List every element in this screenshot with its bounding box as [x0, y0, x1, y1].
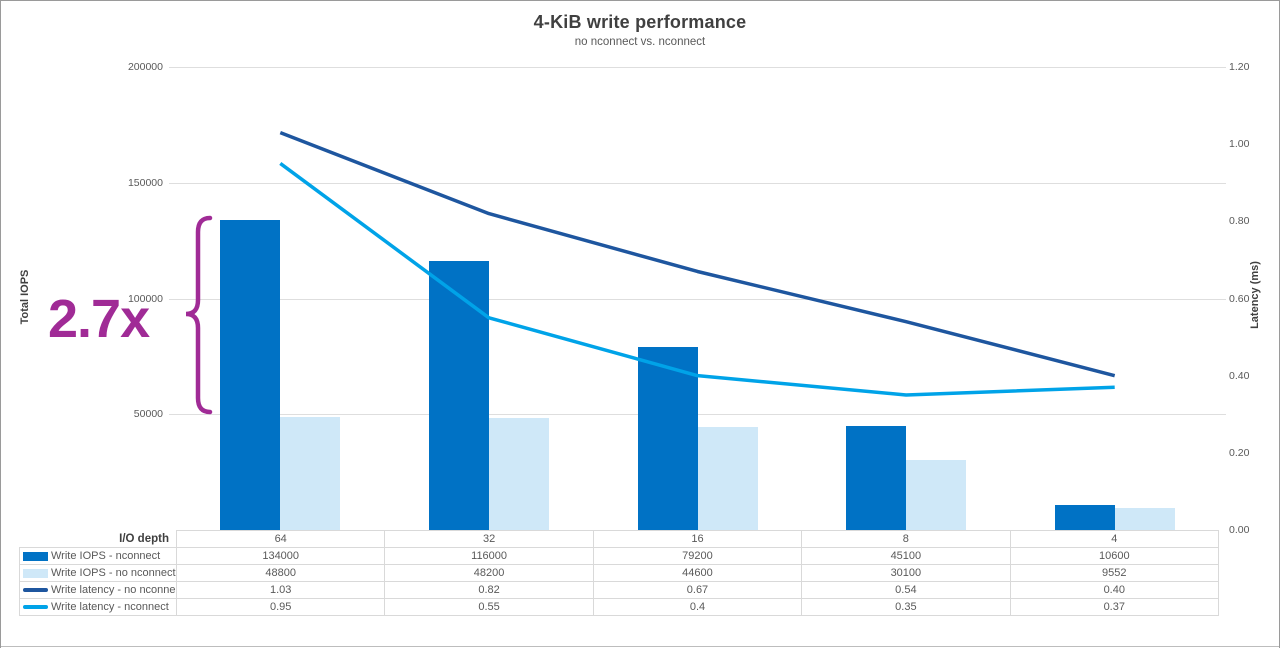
x-axis-title: I/O depth: [119, 532, 169, 545]
value-cell: 1.03: [175, 581, 386, 599]
right-axis-tick: 0.80: [1229, 215, 1250, 228]
value-cell: 0.37: [1009, 598, 1220, 616]
line-swatch-icon: [23, 588, 48, 592]
right-axis-tick: 0.60: [1229, 292, 1250, 305]
legend-cell: Write latency - no nconnect: [19, 581, 177, 599]
value-cell: 9552: [1009, 564, 1220, 582]
right-axis-tick: 1.20: [1229, 61, 1250, 73]
value-cell: 0.4: [592, 598, 803, 616]
series-name: Write latency - nconnect: [51, 601, 169, 613]
category-label: 4: [1009, 530, 1220, 548]
category-label: 64: [175, 530, 386, 548]
bar-nconnect: [846, 425, 907, 530]
bar-no-nconnect: [1114, 507, 1175, 530]
chart-title: 4-KiB write performance: [533, 12, 747, 32]
left-axis-tick: 200000: [127, 61, 163, 73]
chart-subtitle: no nconnect vs. nconnect: [574, 36, 706, 48]
bar-swatch-icon: [23, 551, 48, 561]
value-cell: 0.67: [592, 581, 803, 599]
value-cell: 0.35: [801, 598, 1011, 616]
bottom-frame-line: [1, 646, 1279, 647]
latency-lines: [279, 130, 1116, 397]
value-cell: 48800: [175, 564, 386, 582]
line-series: [279, 130, 1116, 378]
value-cell: 116000: [384, 547, 594, 565]
bar-no-nconnect: [697, 426, 758, 530]
value-cell: 44600: [592, 564, 803, 582]
value-cell: 0.55: [384, 598, 594, 616]
table-row-io-depth: I/O depth 64 32 16 8 4: [20, 530, 1220, 548]
series-name: Write IOPS - no nconnect: [51, 567, 176, 579]
value-cell: 79200: [592, 547, 803, 565]
bar-no-nconnect: [906, 460, 967, 530]
right-axis-tick: 0.00: [1229, 524, 1250, 536]
right-axis-tick: 0.20: [1229, 446, 1250, 459]
table-row: Write IOPS - nconnect 134000 116000 79200 45…: [19, 547, 1220, 565]
legend-cell: Write latency - nconnect: [19, 598, 177, 616]
value-cell: 48200: [384, 564, 594, 582]
speedup-annotation-label: 2.7x: [48, 289, 150, 349]
left-axis-tick: 150000: [127, 176, 163, 189]
value-cell: 30100: [801, 564, 1011, 582]
value-cell: 134000: [175, 547, 386, 565]
bar-nconnect: [428, 261, 489, 530]
line-swatch-icon: [23, 605, 48, 609]
line-series: [279, 162, 1115, 397]
table-row: Write latency - no nconnect 1.03 0.82 0.67 0…: [19, 581, 1220, 599]
table-row: Write IOPS - no nconnect 48800 48200 44600 3…: [19, 564, 1220, 582]
left-axis-tick: 100000: [127, 292, 163, 305]
right-axis-tick: 0.40: [1229, 369, 1250, 382]
series-name: Write IOPS - nconnect: [51, 550, 161, 562]
data-table: I/O depth 64 32 16 8 4 Write IOPS - nconnect 13…: [19, 530, 1220, 616]
bar-no-nconnect: [280, 417, 341, 530]
gridline: [169, 298, 1226, 300]
category-label: 16: [592, 530, 803, 548]
bar-nconnect: [1054, 505, 1115, 530]
gridline: [169, 67, 1226, 68]
right-axis-tick: 1.00: [1229, 138, 1250, 151]
value-cell: 45100: [801, 547, 1011, 565]
bar-nconnect: [637, 346, 698, 530]
bar-swatch-icon: [23, 568, 48, 578]
value-cell: 0.54: [801, 581, 1011, 599]
value-cell: 10600: [1009, 547, 1220, 565]
bar-no-nconnect: [488, 418, 549, 530]
category-label: 8: [801, 530, 1011, 548]
left-axis-tick: 50000: [133, 408, 163, 421]
value-cell: 0.40: [1009, 581, 1220, 599]
curly-brace-annotation: [185, 215, 213, 415]
category-label: 32: [384, 530, 594, 548]
plot-area: [169, 67, 1226, 530]
legend-cell: Write IOPS - nconnect: [19, 547, 177, 565]
bar-nconnect: [220, 219, 281, 530]
gridline: [169, 414, 1226, 416]
table-row: Write latency - nconnect 0.95 0.55 0.4 0.35 0…: [19, 598, 1220, 616]
value-cell: 0.95: [175, 598, 386, 616]
legend-cell: Write IOPS - no nconnect: [19, 564, 177, 582]
left-axis-title: Total IOPS: [19, 269, 31, 325]
gridline: [169, 182, 1226, 184]
series-name: Write latency - no nconnect: [51, 584, 177, 596]
value-cell: 0.82: [384, 581, 594, 599]
